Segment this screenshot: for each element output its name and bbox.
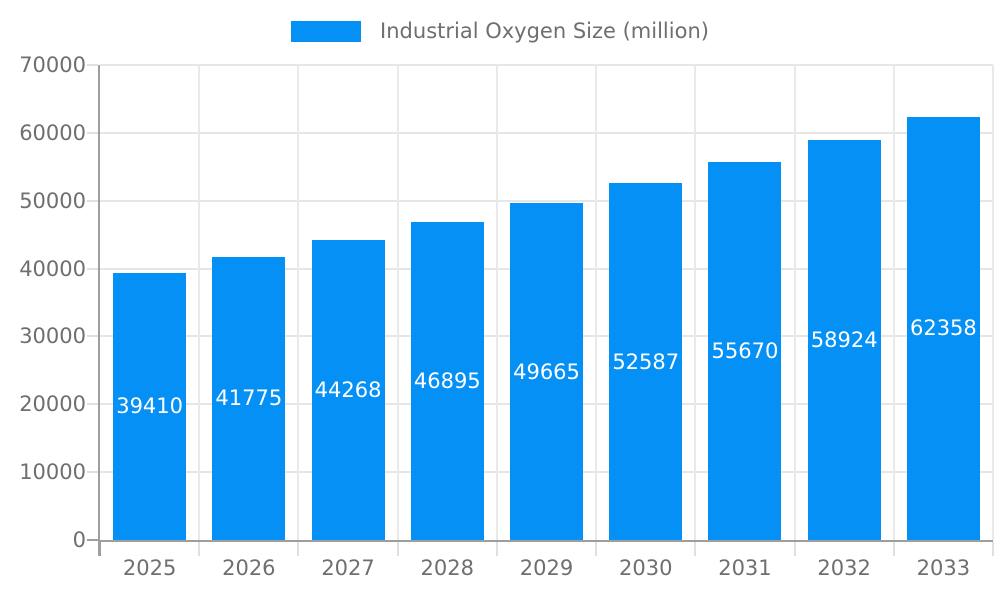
y-axis-labels: 0 10000 20000 30000 40000 50000 60000 70000 (0, 53, 86, 552)
y-tick (87, 471, 98, 474)
y-tick-label: 10000 (19, 460, 86, 485)
y-tick (87, 539, 98, 541)
x-tick (992, 542, 994, 556)
bar-2027[interactable]: 44268 (311, 239, 385, 540)
gridline-v (297, 65, 300, 540)
gridline-v (892, 65, 895, 540)
x-tick (297, 542, 300, 556)
bar-2032[interactable]: 58924 (807, 140, 881, 540)
x-tick-label: 2027 (321, 556, 375, 580)
x-tick-label: 2030 (618, 556, 673, 580)
bar-value-label: 62358 (909, 316, 977, 341)
gridline-h (100, 199, 993, 202)
bar-value-label: 44268 (314, 377, 382, 402)
y-axis-line (98, 65, 100, 556)
y-tick-label: 70000 (19, 53, 86, 77)
x-tick-label: 2025 (122, 556, 177, 580)
bar-2029[interactable]: 49665 (510, 203, 583, 540)
x-axis-labels: 2025 2026 2027 2028 2029 2030 2031 2032 2033 (100, 554, 993, 586)
x-tick-label: 2033 (916, 556, 971, 580)
legend-swatch[interactable] (291, 20, 362, 42)
bar-2031[interactable]: 55670 (708, 162, 782, 540)
y-tick-label: 40000 (19, 256, 86, 281)
x-tick-label: 2026 (222, 556, 276, 580)
y-tick (87, 335, 98, 338)
legend-label[interactable]: Industrial Oxygen Size (million) (380, 19, 709, 43)
gridline-v (793, 65, 796, 540)
x-axis-line (98, 540, 993, 542)
gridline-v (495, 65, 498, 540)
plot-area: 39410 41775 44268 46895 49665 52587 55670 58924… (87, 64, 994, 556)
x-tick (495, 542, 498, 556)
bar-2026[interactable]: 41775 (212, 256, 286, 540)
y-tick-label: 20000 (19, 392, 86, 417)
y-tick-label: 0 (72, 528, 86, 552)
y-tick (87, 64, 98, 66)
x-tick-label: 2031 (718, 556, 772, 580)
bar-value-label: 52587 (612, 349, 680, 374)
x-tick-label: 2028 (420, 556, 474, 580)
bar-value-label: 39410 (116, 394, 184, 419)
y-tick (87, 403, 98, 406)
gridline-v (198, 65, 201, 540)
gridline-h (100, 131, 993, 134)
x-tick (396, 542, 399, 556)
x-tick (595, 542, 598, 556)
x-tick-label: 2029 (519, 556, 574, 580)
bar-value-label: 49665 (513, 359, 580, 384)
bar-value-label: 41775 (215, 386, 283, 411)
bar-2028[interactable]: 46895 (410, 221, 484, 540)
legend: Industrial Oxygen Size (million) (0, 17, 1000, 45)
y-tick (87, 131, 98, 134)
bar-2030[interactable]: 52587 (609, 183, 683, 540)
bar-2025[interactable]: 39410 (113, 272, 187, 540)
y-tick-label: 50000 (19, 188, 86, 213)
y-tick (87, 199, 98, 202)
y-tick (87, 267, 98, 270)
gridline-v (694, 65, 697, 540)
x-tick (99, 542, 101, 556)
gridline-h (100, 64, 993, 66)
x-tick-label: 2032 (817, 556, 871, 580)
x-tick (793, 542, 796, 556)
y-tick-label: 30000 (19, 324, 86, 349)
x-tick (198, 542, 201, 556)
gridline-v (992, 65, 994, 540)
y-tick-label: 60000 (19, 120, 86, 145)
bar-2033[interactable]: 62358 (906, 116, 980, 540)
gridline-v (396, 65, 399, 540)
bar-value-label: 46895 (413, 368, 481, 393)
gridline-v (595, 65, 598, 540)
x-tick (694, 542, 697, 556)
bar-value-label: 58924 (810, 328, 878, 353)
bar-value-label: 55670 (711, 339, 779, 364)
x-tick (892, 542, 895, 556)
